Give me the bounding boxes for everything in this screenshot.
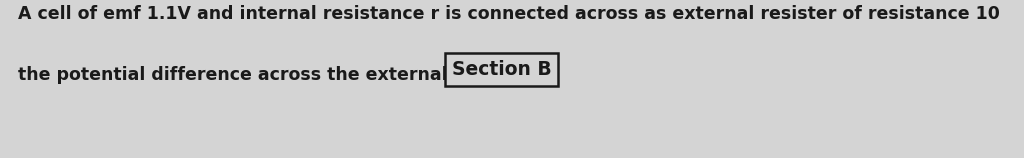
Text: the potential difference across the external resistor.: the potential difference across the exte… [18,66,535,84]
Text: A cell of emf 1.1V and internal resistance r is connected across as external res: A cell of emf 1.1V and internal resistan… [18,5,1000,23]
Text: Section B: Section B [452,60,552,79]
